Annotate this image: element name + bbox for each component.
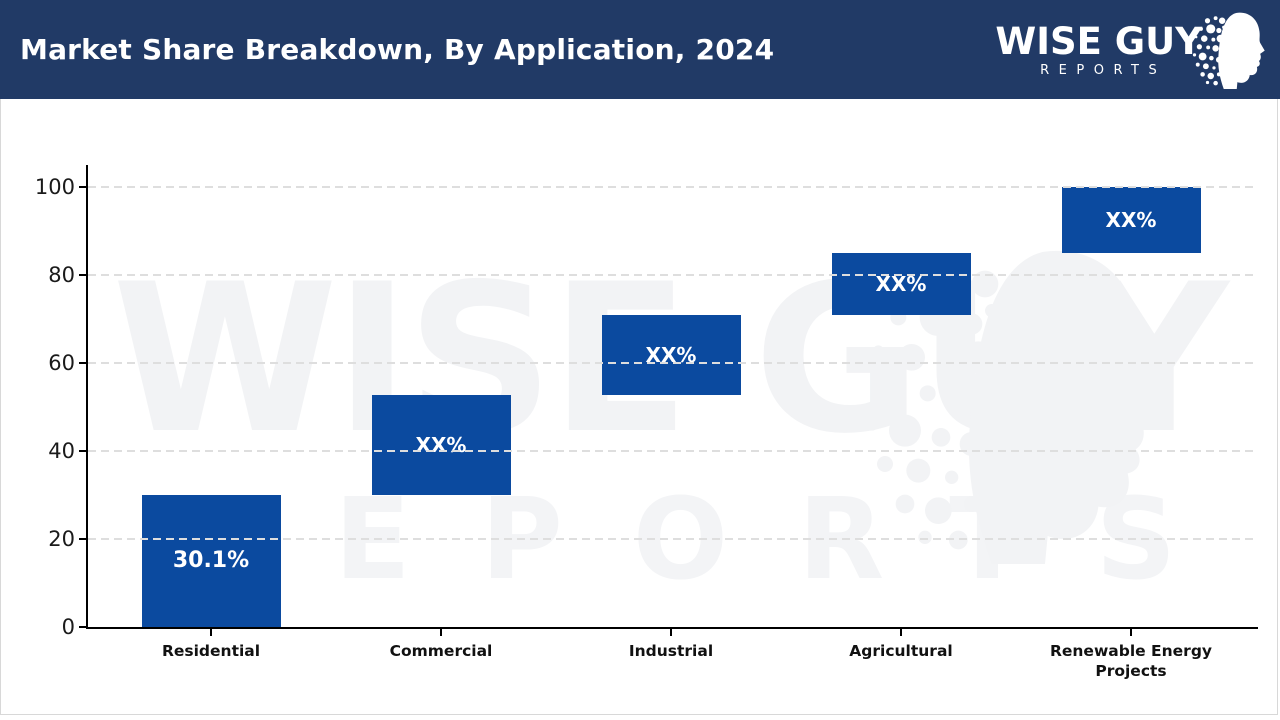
y-tick-label-20: 20 [48,527,75,551]
gridline-80 [88,274,1257,276]
y-tick-label-60: 60 [48,351,75,375]
page-title: Market Share Breakdown, By Application, … [20,33,775,66]
header-bar: Market Share Breakdown, By Application, … [0,0,1280,99]
logo-subtitle: REPORTS [1040,63,1167,78]
bar-value-label: XX% [415,432,467,457]
gridline-100 [88,186,1257,188]
y-tick-mark-0 [79,626,87,628]
y-tick-mark-80 [79,274,87,276]
y-tick-mark-20 [79,538,87,540]
bar-0: 30.1% [141,494,281,627]
y-tick-label-0: 0 [61,615,75,639]
y-tick-label-40: 40 [48,439,75,463]
y-tick-mark-100 [79,186,87,188]
y-tick-mark-60 [79,362,87,364]
gridline-40 [88,450,1257,452]
x-tick-mark-4 [1130,629,1132,636]
bar-3: XX% [831,253,971,316]
x-category-label: Commercial [389,642,493,660]
bar-2: XX% [601,315,741,396]
logo-text: WISE GUY REPORTS [995,23,1202,77]
bar-1: XX% [371,395,511,495]
wiseguy-face-logo-icon [1188,11,1266,89]
y-tick-label-100: 100 [34,175,75,199]
x-tick-mark-0 [210,629,212,636]
gridline-20 [88,538,1257,540]
x-tick-mark-3 [900,629,902,636]
bar-value-label: XX% [875,272,927,297]
bar-value-label: XX% [1105,208,1157,232]
x-category-label: Agricultural [849,642,953,660]
logo-wordmark: WISE GUY [995,20,1202,63]
x-category-label: Residential [161,642,261,660]
x-tick-mark-2 [670,629,672,636]
y-tick-label-80: 80 [48,263,75,287]
x-category-label: Industrial [628,642,714,660]
y-tick-mark-40 [79,450,87,452]
wiseguy-logo: WISE GUY REPORTS [995,8,1266,92]
bar-value-label: 30.1% [172,548,250,574]
x-category-label: Renewable Energy Projects [1049,642,1213,681]
bar-4: XX% [1061,187,1201,253]
gridline-60 [88,362,1257,364]
y-axis-line [86,165,88,629]
x-axis-line [86,627,1258,629]
x-tick-mark-1 [440,629,442,636]
